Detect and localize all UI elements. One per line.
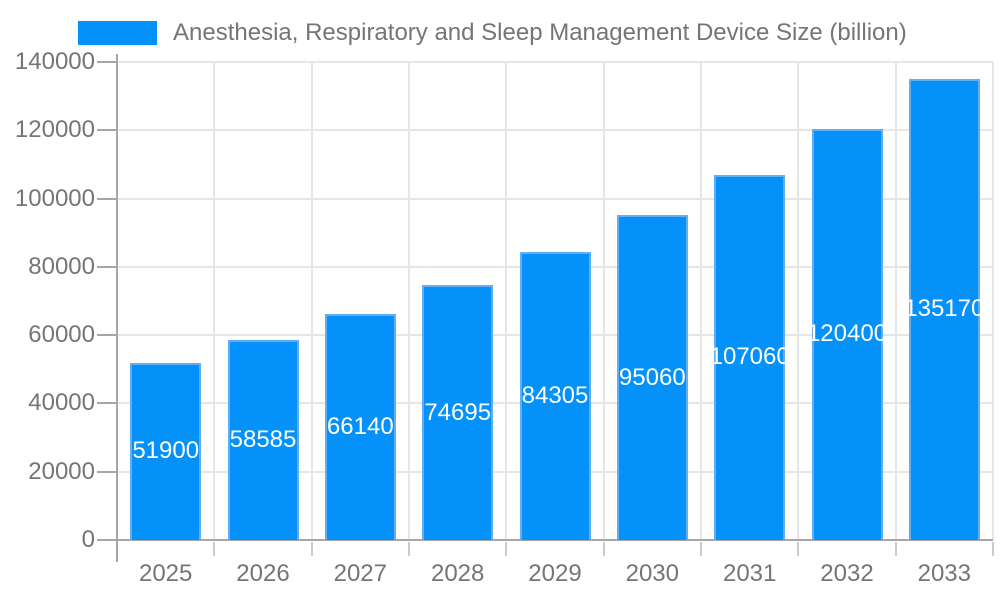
y-axis-tick [97,402,117,405]
gridline-vertical [310,62,313,540]
bar-value-label: 74695 [424,398,492,426]
bar-value-label: 84305 [521,382,589,410]
bar[interactable] [811,128,883,540]
gridline-vertical [797,62,800,540]
x-axis-tick [408,542,410,556]
y-axis-label: 20000 [28,457,95,485]
y-axis-label: 0 [81,526,95,553]
y-axis-tick [97,539,117,541]
gridline-vertical [408,62,410,540]
gridline-vertical [700,62,702,540]
bar[interactable] [714,174,786,540]
y-axis-tick [97,61,117,63]
bar-value-label: 66140 [326,413,394,441]
bar-value-label: 51900 [132,437,200,465]
gridline-vertical [602,62,605,540]
legend-label: Anesthesia, Respiratory and Sleep Manage… [173,19,907,46]
x-axis-label: 2026 [236,560,290,587]
gridline-vertical [992,62,994,540]
x-axis-label: 2032 [820,560,874,587]
bar[interactable] [908,78,980,540]
x-axis-label: 2027 [333,560,387,587]
gridline-vertical [213,62,216,540]
bar[interactable] [519,252,591,540]
gridline-horizontal [117,129,993,132]
gridline-vertical [505,62,508,540]
bar-value-label: 120400 [811,320,883,348]
legend: Anesthesia, Respiratory and Sleep Manage… [0,0,1000,56]
gridline-horizontal [117,61,993,63]
x-axis-label: 2029 [528,560,582,587]
y-axis-tick [97,265,117,268]
bar[interactable] [324,314,396,540]
y-axis-label: 120000 [14,116,95,144]
gridline-horizontal [117,197,993,200]
x-axis-tick [992,542,994,556]
bar[interactable] [130,362,202,540]
bar[interactable] [422,285,494,540]
y-axis-label: 80000 [28,252,95,280]
x-axis-label: 2028 [430,560,485,587]
x-axis-line [117,539,993,541]
x-axis-tick [797,542,800,556]
x-axis-tick [894,542,897,556]
y-axis-tick [97,129,117,132]
x-axis-tick [700,542,702,556]
y-axis-tick [97,470,117,473]
bar-value-label: 135170 [908,295,980,323]
x-axis-tick [505,542,508,556]
x-axis-tick [310,542,313,556]
x-axis-label: 2025 [138,560,193,587]
bar-value-label: 107060 [714,343,786,371]
bar[interactable] [227,340,299,540]
x-axis-label: 2030 [625,560,679,587]
y-axis-label: 40000 [28,389,95,417]
y-axis-tick [97,197,117,200]
y-axis-label: 100000 [14,184,95,212]
bar-value-label: 95060 [618,363,686,391]
y-axis-line [116,54,118,562]
x-axis-label: 2033 [917,560,971,587]
y-axis-tick [97,334,117,337]
gridline-vertical [894,62,897,540]
bar[interactable] [616,215,688,540]
x-axis-tick [602,542,605,556]
y-axis-label: 140000 [14,48,95,75]
x-axis-label: 2031 [722,560,777,587]
bar-value-label: 58585 [229,426,297,453]
y-axis-label: 60000 [28,321,95,349]
legend-swatch [78,21,157,45]
x-axis-tick [213,542,216,556]
